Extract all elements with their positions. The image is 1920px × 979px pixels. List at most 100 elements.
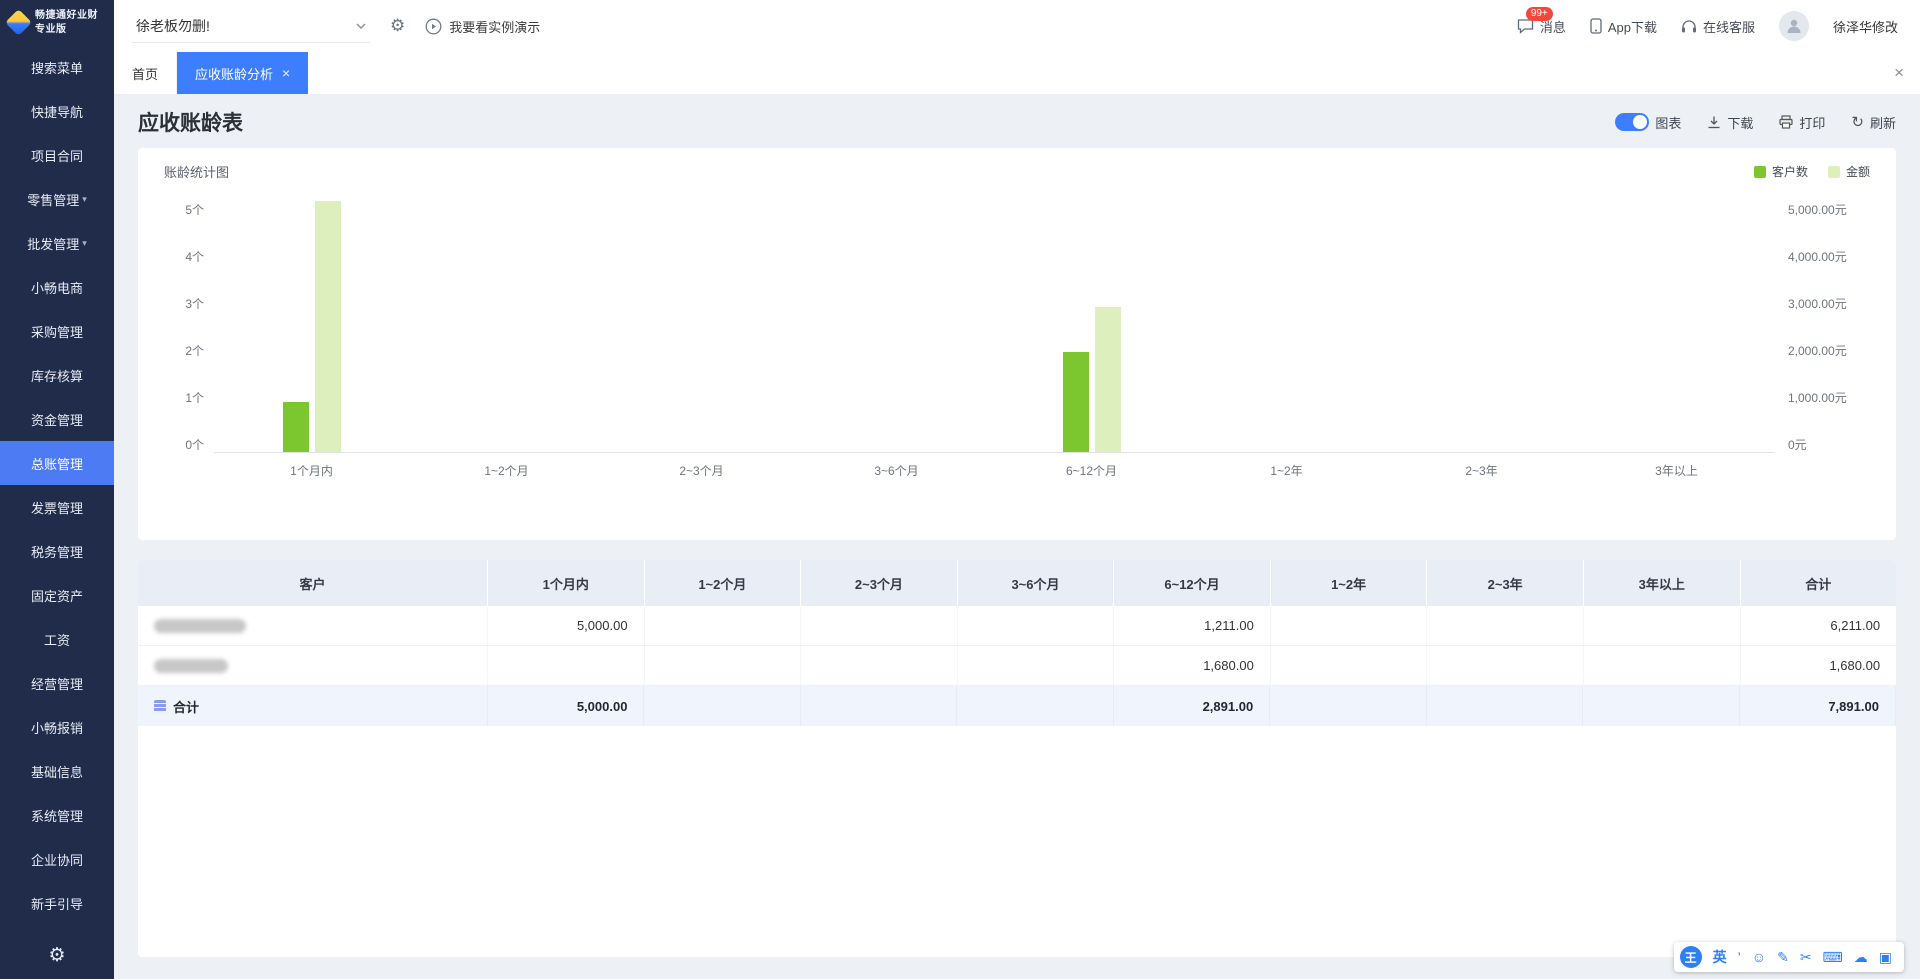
- chart-title: 账龄统计图: [164, 165, 230, 180]
- bar-group-7: [1384, 201, 1579, 452]
- headset-icon: [1681, 19, 1696, 32]
- left-axis: 5个 4个 3个 2个 1个 0个: [164, 201, 214, 453]
- sidebar-settings-gear-icon[interactable]: ⚙: [48, 944, 66, 966]
- cell-customer: [138, 646, 488, 685]
- ime-logo[interactable]: 王: [1679, 946, 1702, 968]
- column-header[interactable]: 6~12个月: [1114, 560, 1271, 606]
- toggle-switch[interactable]: [1615, 113, 1650, 131]
- sidebar-item-purchase[interactable]: 采购管理: [30, 324, 83, 340]
- tab-aging-analysis[interactable]: 应收账龄分析 ×: [177, 52, 309, 94]
- ime-toolbar[interactable]: 王 英 ’ ☺ ✎ ✂ ⌨ ☁ ▣: [1673, 942, 1904, 972]
- cell: [958, 646, 1115, 685]
- company-selector[interactable]: 徐老板勿删!: [132, 10, 370, 43]
- column-header[interactable]: 3年以上: [1584, 560, 1741, 606]
- column-header[interactable]: 1~2年: [1271, 560, 1428, 606]
- legend-label: 客户数: [1771, 165, 1808, 179]
- refresh-button[interactable]: ↻ 刷新: [1851, 113, 1896, 132]
- sidebar-item-beginner-guide[interactable]: 新手引导: [30, 896, 83, 912]
- sidebar-item-quick-nav[interactable]: 快捷导航: [30, 104, 83, 120]
- cell: [1583, 686, 1740, 726]
- sidebar-item-retail[interactable]: 零售管理: [0, 177, 114, 221]
- chevron-down-icon: [356, 22, 366, 29]
- bar-group-8: [1579, 201, 1774, 452]
- column-header[interactable]: 2~3个月: [801, 560, 958, 606]
- page-controls: 图表 下载 打印 ↻ 刷新: [1615, 113, 1896, 132]
- username[interactable]: 徐泽华修改: [1832, 19, 1898, 35]
- download-button[interactable]: 下载: [1707, 113, 1753, 132]
- cell: [1427, 686, 1584, 726]
- ime-separator-icon[interactable]: ’: [1737, 949, 1741, 965]
- axis-tick: 1个: [185, 391, 204, 405]
- total-label: 合计: [173, 699, 200, 715]
- ime-emoji-icon[interactable]: ☺: [1751, 949, 1767, 965]
- sidebar-item-system[interactable]: 系统管理: [30, 808, 83, 824]
- axis-tick: 3个: [185, 297, 204, 311]
- column-header[interactable]: 3~6个月: [958, 560, 1115, 606]
- sidebar-item-project-contract[interactable]: 项目合同: [30, 148, 83, 164]
- topbar-right: 99+ 消息 App下载 在线客服 徐泽华修改: [1517, 7, 1898, 41]
- sidebar-item-fixed-assets[interactable]: 固定资产: [30, 588, 83, 604]
- print-button[interactable]: 打印: [1779, 113, 1825, 132]
- column-header[interactable]: 1个月内: [488, 560, 645, 606]
- sidebar-item-general-ledger[interactable]: 总账管理: [0, 441, 114, 485]
- close-tab-icon[interactable]: ×: [282, 65, 291, 81]
- column-header[interactable]: 1~2个月: [645, 560, 802, 606]
- sidebar-item-payroll[interactable]: 工资: [43, 632, 70, 648]
- ime-scissors-icon[interactable]: ✂: [1799, 949, 1812, 965]
- ime-language-indicator[interactable]: 英: [1712, 949, 1727, 965]
- sidebar-item-tax[interactable]: 税务管理: [30, 544, 83, 560]
- support-button[interactable]: 在线客服: [1681, 17, 1755, 36]
- tab-home[interactable]: 首页: [114, 52, 178, 94]
- legend-item-amount[interactable]: 金额: [1827, 163, 1870, 180]
- play-demo-icon: [425, 18, 442, 34]
- toggle-knob: [1633, 115, 1648, 129]
- cell: [1271, 646, 1428, 685]
- ime-pen-icon[interactable]: ✎: [1777, 949, 1789, 965]
- axis-tick: 3,000.00元: [1788, 297, 1847, 311]
- sidebar-item-wholesale[interactable]: 批发管理: [0, 221, 114, 265]
- ime-toolbox-icon[interactable]: ▣: [1878, 949, 1892, 965]
- redacted-customer-name: [154, 658, 228, 673]
- logo-title: 畅捷通好业财: [35, 10, 98, 21]
- axis-tick: 4个: [185, 250, 204, 264]
- table-row[interactable]: 5,000.00 1,211.00 6,211.00: [138, 606, 1896, 646]
- sidebar-item-basic-info[interactable]: 基础信息: [30, 764, 83, 780]
- topbar: 徐老板勿删! ⚙ 我要看实例演示 99+ 消息 App下载: [114, 0, 1920, 52]
- sidebar-item-collaboration[interactable]: 企业协同: [30, 852, 83, 868]
- tab-label: 应收账龄分析: [195, 66, 274, 82]
- demo-link-label: 我要看实例演示: [449, 19, 541, 35]
- ime-cloud-icon[interactable]: ☁: [1853, 949, 1868, 965]
- avatar[interactable]: [1778, 11, 1809, 41]
- bar-group-3: [604, 201, 799, 452]
- category-label: 2~3年: [1465, 464, 1498, 478]
- cell-total: 1,680.00: [1829, 658, 1881, 673]
- refresh-label: 刷新: [1869, 115, 1896, 131]
- legend-item-customers[interactable]: 客户数: [1753, 163, 1808, 180]
- sidebar: 畅捷通好业财 专业版 搜索菜单 快捷导航 项目合同 零售管理 批发管理 小畅电商…: [0, 0, 114, 979]
- axis-tick: 5,000.00元: [1788, 203, 1847, 217]
- column-header-customer[interactable]: 客户: [138, 560, 488, 606]
- messages-button[interactable]: 99+ 消息: [1517, 7, 1566, 36]
- chart-view-toggle[interactable]: 图表: [1615, 113, 1681, 132]
- message-icon: 99+: [1517, 7, 1553, 34]
- axis-tick: 0个: [185, 438, 204, 452]
- sidebar-item-funds[interactable]: 资金管理: [30, 412, 83, 428]
- sidebar-item-expense[interactable]: 小畅报销: [30, 720, 83, 736]
- settings-gear-icon[interactable]: ⚙: [390, 16, 406, 35]
- sidebar-item-operations[interactable]: 经营管理: [30, 676, 83, 692]
- demo-link[interactable]: 我要看实例演示: [425, 17, 540, 36]
- sidebar-item-search-menu[interactable]: 搜索菜单: [30, 60, 83, 76]
- bar-group-5: [994, 201, 1189, 452]
- table-row[interactable]: 1,680.00 1,680.00: [138, 646, 1896, 686]
- sidebar-item-inventory[interactable]: 库存核算: [30, 368, 83, 384]
- sidebar-item-ecommerce[interactable]: 小畅电商: [30, 280, 83, 296]
- ime-keyboard-icon[interactable]: ⌨: [1822, 949, 1843, 965]
- close-all-tabs-icon[interactable]: ×: [1894, 63, 1904, 82]
- sidebar-item-invoice[interactable]: 发票管理: [30, 500, 83, 516]
- column-header-total[interactable]: 合计: [1805, 576, 1832, 592]
- cell: 5,000.00: [488, 606, 645, 645]
- legend-swatch-customers: [1753, 165, 1766, 178]
- cell: [801, 606, 958, 645]
- app-download-button[interactable]: App下载: [1590, 17, 1657, 36]
- column-header[interactable]: 2~3年: [1427, 560, 1584, 606]
